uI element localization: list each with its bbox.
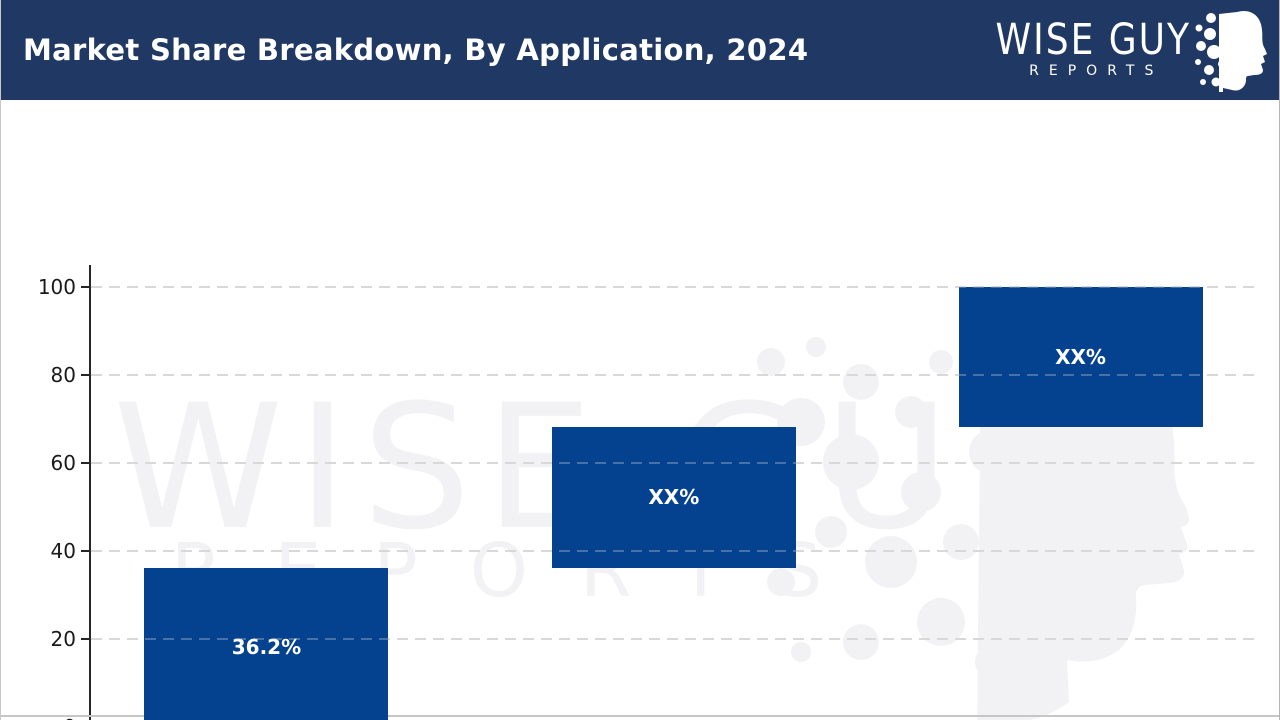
gridline-overlay bbox=[91, 637, 1256, 640]
logo-wordmark: WISE GUY bbox=[995, 16, 1191, 65]
y-tick-label: 100 bbox=[37, 274, 76, 299]
gridline bbox=[91, 285, 1256, 288]
page-title: Market Share Breakdown, By Application, … bbox=[23, 33, 809, 67]
watermark-head-icon bbox=[749, 335, 1190, 720]
bar-segment: XX% bbox=[958, 286, 1203, 427]
header: Market Share Breakdown, By Application, … bbox=[1, 0, 1279, 100]
wiseguy-logo: WISE GUY REPORTS bbox=[996, 6, 1267, 94]
logo-subtext: REPORTS bbox=[1029, 63, 1164, 79]
y-tick-mark bbox=[81, 285, 89, 288]
y-tick-mark bbox=[81, 461, 89, 464]
bar-segment: 36.2% bbox=[144, 567, 389, 720]
gridline bbox=[91, 637, 1256, 640]
y-tick-label: 60 bbox=[50, 450, 76, 475]
bar-value-label: XX% bbox=[648, 485, 700, 510]
bar-value-label: XX% bbox=[1055, 344, 1106, 369]
y-tick-mark bbox=[81, 637, 89, 640]
gridline-overlay bbox=[91, 373, 1256, 376]
bar-segment: XX% bbox=[551, 426, 796, 568]
logo-text: WISE GUY REPORTS bbox=[996, 17, 1192, 79]
y-tick-label: 0 bbox=[1, 715, 76, 720]
gridline-overlay bbox=[91, 285, 1256, 288]
gridline-overlay bbox=[91, 461, 1256, 464]
y-tick-label: 80 bbox=[50, 362, 76, 387]
bar-value-label: 36.2% bbox=[231, 635, 302, 660]
y-tick-label: 20 bbox=[50, 626, 76, 651]
gridline bbox=[91, 373, 1256, 376]
logo-head-icon bbox=[1195, 11, 1267, 92]
chart-area: WISE GUY REPORTS 02040608010036.2%XX%XX%… bbox=[1, 100, 1279, 720]
y-tick-mark bbox=[81, 549, 89, 552]
y-tick-label: 40 bbox=[50, 538, 76, 563]
plot-area: 02040608010036.2%XX%XX%Brake AssistTurbo… bbox=[38, 265, 1256, 720]
y-tick-mark bbox=[81, 373, 89, 376]
gridline-overlay bbox=[91, 549, 1256, 552]
page-bottom-border bbox=[1, 715, 1279, 717]
